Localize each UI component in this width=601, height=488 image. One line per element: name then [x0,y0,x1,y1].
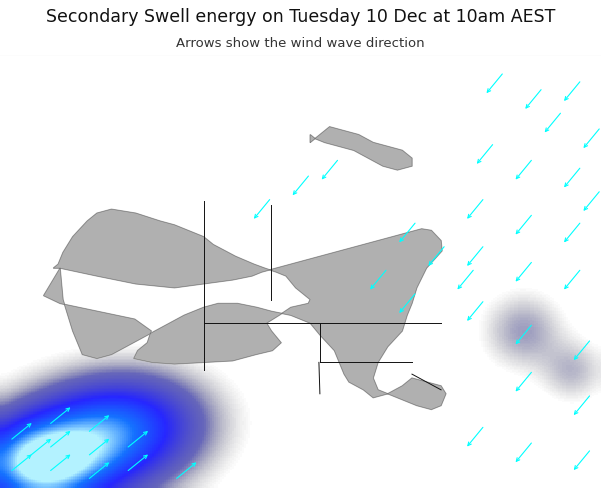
Text: Arrows show the wind wave direction: Arrows show the wind wave direction [176,37,425,50]
Polygon shape [310,127,412,170]
Polygon shape [44,209,446,409]
Text: Secondary Swell energy on Tuesday 10 Dec at 10am AEST: Secondary Swell energy on Tuesday 10 Dec… [46,8,555,26]
